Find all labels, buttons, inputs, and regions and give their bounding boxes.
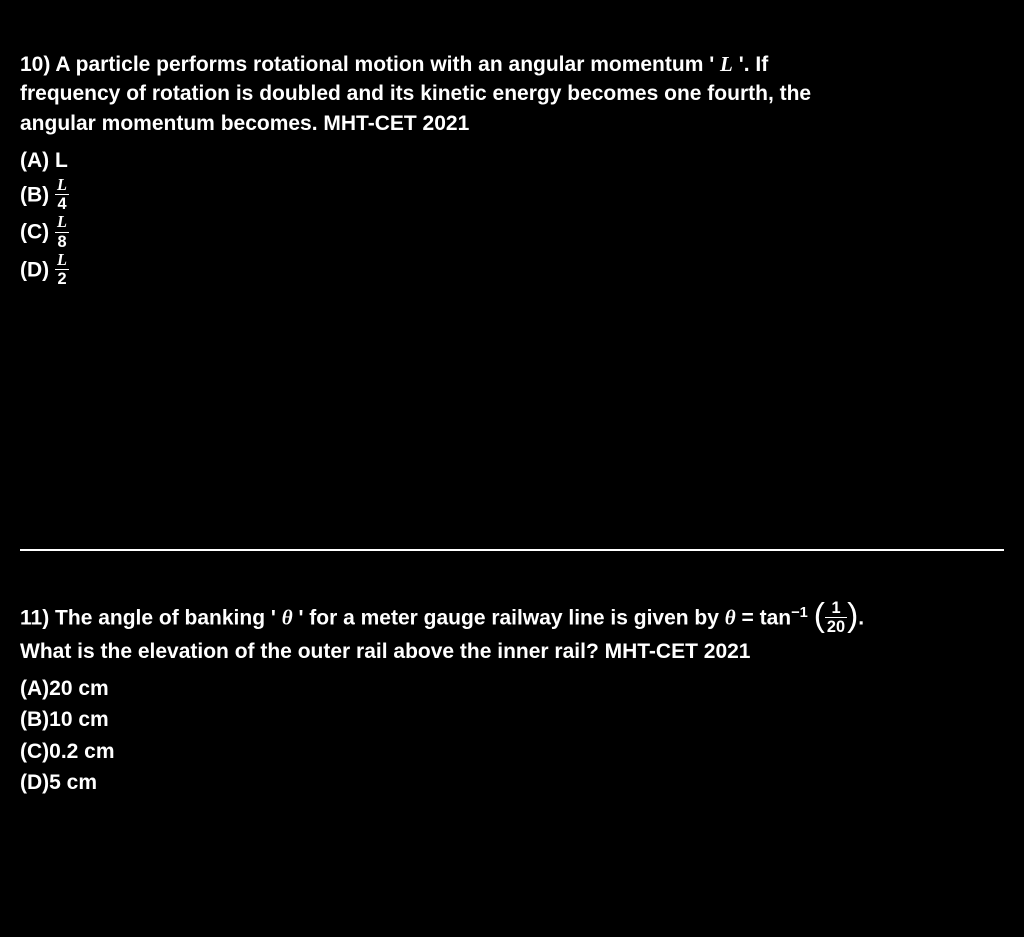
q11-c-value: 0.2 cm bbox=[49, 740, 114, 763]
q11-b-label: (B) bbox=[20, 708, 49, 731]
q10-b-label: (B) bbox=[20, 183, 55, 206]
q11-option-b: (B)10 cm bbox=[20, 705, 1004, 734]
q10-b-frac: L4 bbox=[55, 177, 69, 213]
q11-frac-num: 1 bbox=[825, 600, 847, 618]
q11-text-2: ' for a meter gauge railway line is give… bbox=[293, 606, 725, 629]
q10-d-frac: L2 bbox=[55, 252, 69, 288]
q11-theta2: θ bbox=[725, 605, 736, 629]
q10-option-a: (A) L bbox=[20, 146, 1004, 175]
q11-b-value: 10 cm bbox=[49, 708, 109, 731]
q10-d-label: (D) bbox=[20, 258, 55, 281]
q11-option-a: (A)20 cm bbox=[20, 674, 1004, 703]
q10-text-1: A particle performs rotational motion wi… bbox=[50, 53, 720, 76]
question-10-text: 10) A particle performs rotational motio… bbox=[20, 50, 1004, 138]
q11-c-label: (C) bbox=[20, 740, 49, 763]
q11-theta1: θ bbox=[282, 605, 293, 629]
q11-a-value: 20 cm bbox=[49, 677, 109, 700]
q10-c-den: 8 bbox=[55, 233, 69, 250]
q11-a-label: (A) bbox=[20, 677, 49, 700]
q11-exp: −1 bbox=[791, 605, 808, 621]
q11-text-line2: What is the elevation of the outer rail … bbox=[20, 640, 750, 663]
question-11-text: 11) The angle of banking ' θ ' for a met… bbox=[20, 601, 1004, 666]
rparen-icon: ) bbox=[847, 603, 858, 630]
q10-c-label: (C) bbox=[20, 221, 55, 244]
q10-d-den: 2 bbox=[55, 270, 69, 287]
q11-frac-den: 20 bbox=[825, 618, 847, 635]
q10-var-L: L bbox=[720, 52, 733, 76]
q10-option-c: (C) L8 bbox=[20, 215, 1004, 251]
q11-eq: = tan bbox=[736, 606, 791, 629]
q11-fraction-group: (120) bbox=[814, 601, 859, 637]
q11-d-value: 5 cm bbox=[49, 771, 97, 794]
lparen-icon: ( bbox=[814, 603, 825, 630]
q10-d-num: L bbox=[55, 252, 69, 270]
q10-c-frac: L8 bbox=[55, 214, 69, 250]
q10-option-d: (D) L2 bbox=[20, 253, 1004, 289]
q11-d-label: (D) bbox=[20, 771, 49, 794]
q10-text-2: frequency of rotation is doubled and its… bbox=[20, 82, 811, 105]
q10-option-b: (B) L4 bbox=[20, 178, 1004, 214]
q10-a-label: (A) bbox=[20, 149, 55, 172]
q10-text-3: angular momentum becomes. MHT-CET 2021 bbox=[20, 112, 469, 135]
q10-b-den: 4 bbox=[55, 195, 69, 212]
q10-b-num: L bbox=[55, 177, 69, 195]
q11-option-d: (D)5 cm bbox=[20, 768, 1004, 797]
question-11: 11) The angle of banking ' θ ' for a met… bbox=[20, 601, 1004, 798]
q10-number: 10) bbox=[20, 53, 50, 76]
q11-option-c: (C)0.2 cm bbox=[20, 737, 1004, 766]
q11-text-1: The angle of banking ' bbox=[49, 606, 282, 629]
question-10: 10) A particle performs rotational motio… bbox=[20, 50, 1004, 289]
question-divider bbox=[20, 549, 1004, 551]
q10-c-num: L bbox=[55, 214, 69, 232]
q11-period: . bbox=[858, 606, 864, 629]
q11-frac: 120 bbox=[825, 600, 847, 636]
q10-text-1-end: '. If bbox=[733, 53, 768, 76]
q11-number: 11) bbox=[20, 606, 49, 629]
q10-a-value: L bbox=[55, 149, 68, 172]
